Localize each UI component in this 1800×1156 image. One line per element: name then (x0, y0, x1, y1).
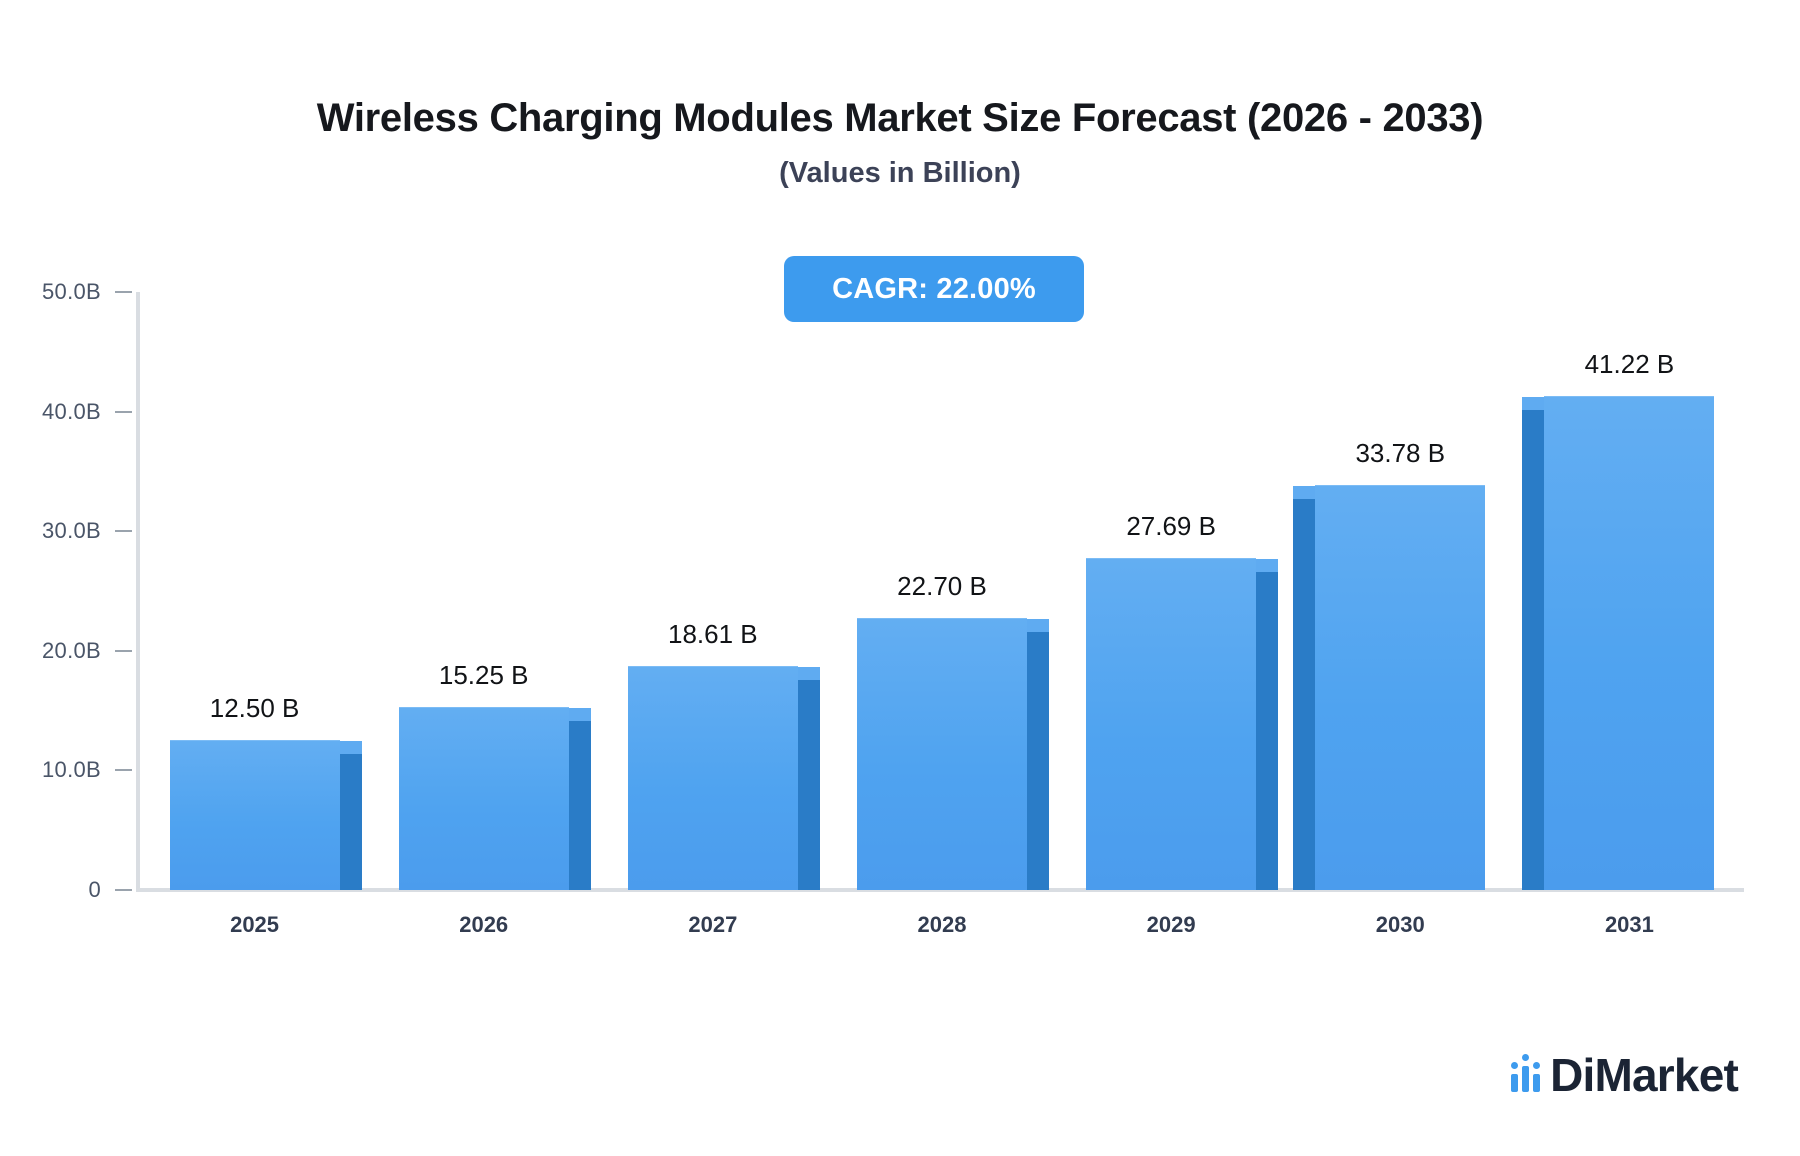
chart-bar[interactable] (169, 739, 362, 890)
y-axis-tick: 30.0B (0, 518, 132, 544)
y-axis-tick-label: 20.0B (42, 637, 101, 663)
chart-bar[interactable] (1086, 557, 1279, 890)
bar-top-face (568, 707, 591, 721)
y-axis-tick: 20.0B (0, 637, 132, 663)
x-axis-line (136, 888, 1744, 892)
bar-front-face (857, 617, 1027, 890)
bar-value-label: 18.61 B (668, 619, 758, 650)
chart-subtitle: (Values in Billion) (779, 157, 1021, 189)
x-axis-label: 2029 (1146, 912, 1196, 937)
bar-chart-icon (1511, 1054, 1541, 1092)
page-title: Wireless Charging Modules Market Size Fo… (316, 96, 1484, 140)
y-axis-tick: 50.0B (0, 279, 132, 304)
logo-bar-1 (1511, 1062, 1519, 1092)
bar-side-face (1027, 631, 1049, 890)
bar-top-face (1027, 618, 1049, 632)
cagr-badge: CAGR: 22.00% (784, 256, 1084, 322)
y-axis-tick-label: 40.0B (42, 398, 101, 424)
bar-side-face (1293, 499, 1316, 890)
chart-bar[interactable] (1522, 396, 1715, 890)
bar-top-face (1256, 558, 1279, 572)
logo-bar-3 (1533, 1062, 1541, 1092)
bar-front-face (1544, 396, 1715, 890)
bar-front-face (398, 706, 569, 890)
bar-front-face (627, 666, 798, 890)
y-axis-tick-label: 50.0B (42, 279, 101, 304)
bar-value-label: 22.70 B (897, 570, 987, 601)
chart-bar[interactable] (627, 666, 820, 890)
bar-side-face (1256, 571, 1279, 890)
y-axis-tick: 40.0B (0, 398, 132, 424)
chart-header: Wireless Charging Modules Market Size Fo… (0, 0, 1800, 190)
bar-front-face (1315, 485, 1486, 890)
bar-top-face (797, 667, 820, 681)
y-axis-tick-label: 0 (88, 877, 101, 902)
bar-side-face (797, 680, 820, 890)
y-axis-tick-label: 30.0B (42, 518, 101, 544)
y-axis-tick-label: 10.0B (42, 757, 101, 783)
x-axis-label: 2027 (688, 912, 738, 937)
x-axis-label: 2031 (1604, 912, 1654, 937)
y-axis-tick-mark (115, 649, 132, 652)
x-axis-label: 2028 (917, 912, 967, 937)
x-axis-label: 2026 (459, 912, 509, 937)
bar-top-face (1293, 486, 1316, 499)
y-axis-tick-mark (115, 889, 132, 891)
bar-value-label: 33.78 B (1355, 437, 1446, 468)
bar-side-face (1522, 410, 1545, 890)
y-axis-tick-mark (115, 769, 132, 772)
bar-front-face (1086, 557, 1257, 890)
dimarket-logo: DiMarket (1511, 1049, 1739, 1101)
y-axis-tick-mark (115, 291, 132, 293)
bar-value-label: 12.50 B (209, 692, 300, 723)
y-axis-tick: 0 (0, 877, 132, 902)
y-axis-tick: 10.0B (0, 757, 132, 783)
logo-bar-2 (1522, 1054, 1530, 1092)
y-axis-tick-mark (115, 410, 132, 413)
cagr-badge-label: CAGR: 22.00% (832, 272, 1036, 305)
y-axis-tick-mark (115, 530, 132, 533)
bar-value-label: 27.69 B (1126, 510, 1216, 541)
bar-value-label: 15.25 B (438, 659, 529, 690)
bar-side-face (568, 720, 591, 890)
y-axis-line (136, 292, 140, 892)
bar-side-face (339, 753, 362, 890)
x-axis-label: 2025 (230, 912, 280, 937)
chart-bar[interactable] (857, 617, 1049, 890)
bar-top-face (1522, 397, 1545, 411)
x-axis-label: 2030 (1375, 912, 1425, 937)
logo-text: DiMarket (1550, 1049, 1739, 1101)
bar-value-label: 41.22 B (1584, 349, 1675, 379)
chart-bar[interactable] (398, 706, 591, 890)
chart-bar[interactable] (1293, 485, 1486, 890)
bar-top-face (339, 740, 362, 754)
bar-front-face (169, 739, 340, 890)
